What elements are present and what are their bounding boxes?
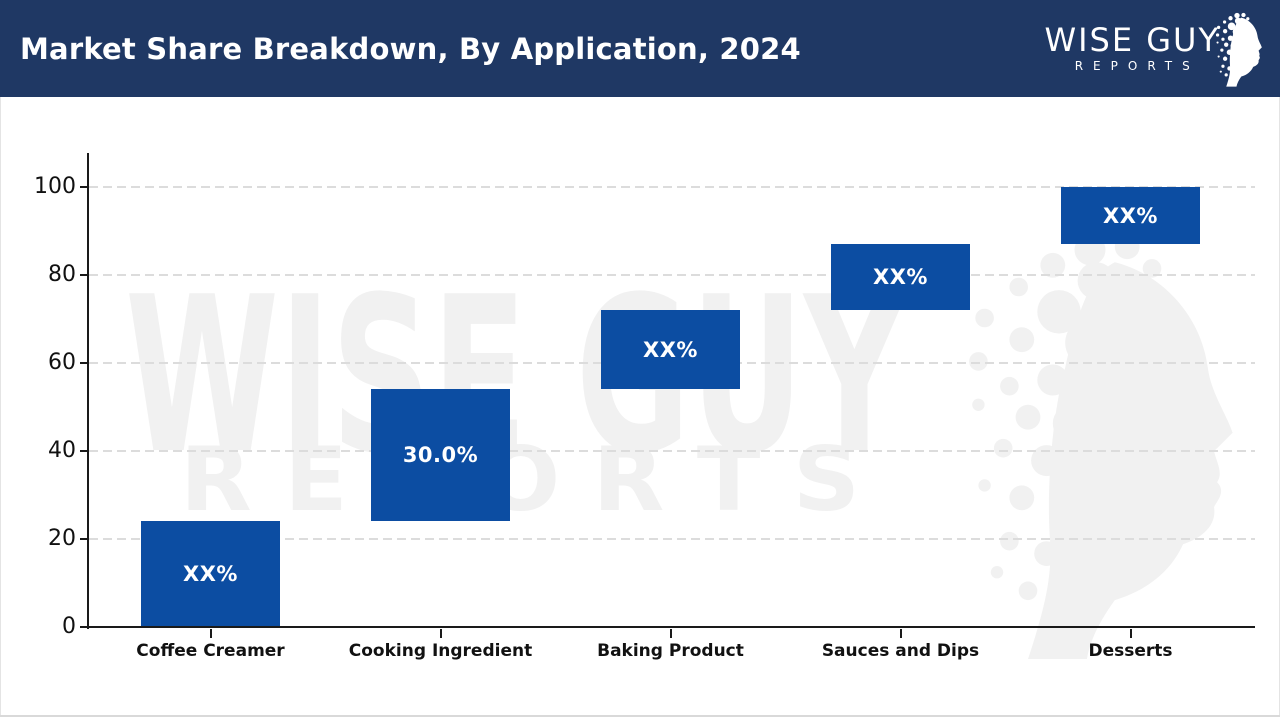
x-category-label: Baking Product	[597, 641, 744, 661]
watermark-layer: WISE GUY R E P O R T S	[0, 97, 1280, 717]
y-tick-label: 20	[48, 525, 76, 551]
y-tick	[80, 625, 89, 628]
x-tick	[439, 628, 442, 638]
y-tick-label: 0	[62, 613, 76, 639]
header-bar: Market Share Breakdown, By Application, …	[0, 0, 1280, 97]
wise-guy-logo: WISE GUY REPORTS	[1044, 11, 1280, 87]
bar-baking-product: XX%	[601, 310, 740, 390]
bar-sauces-and-dips: XX%	[831, 244, 970, 311]
gridline	[89, 537, 1255, 540]
y-tick	[80, 361, 89, 364]
gridline	[89, 273, 1255, 276]
watermark-text: WISE GUY R E P O R T S	[125, 250, 907, 531]
bottom-hairline	[0, 715, 1280, 717]
page-title: Market Share Breakdown, By Application, …	[20, 31, 801, 66]
bar-value-label: XX%	[183, 561, 238, 586]
x-tick	[1129, 628, 1132, 638]
x-tick	[669, 628, 672, 638]
bar-desserts: XX%	[1061, 187, 1200, 245]
y-tick-label: 100	[34, 174, 76, 199]
logo-text: WISE GUY REPORTS	[1044, 20, 1220, 74]
bar-value-label: XX%	[873, 265, 928, 290]
watermark-line1: WISE GUY	[125, 250, 907, 501]
x-tick	[209, 628, 212, 638]
x-category-label: Cooking Ingredient	[348, 641, 533, 661]
bar-coffee-creamer: XX%	[141, 521, 280, 627]
logo-wordmark: WISE GUY	[1044, 20, 1220, 59]
y-tick-label: 60	[48, 349, 76, 375]
y-tick	[80, 449, 89, 452]
gridline	[89, 186, 1255, 188]
bar-value-label: XX%	[643, 337, 698, 362]
x-category-label: Coffee Creamer	[136, 641, 285, 661]
y-axis	[87, 153, 89, 629]
bar-value-label: 30.0%	[402, 443, 479, 468]
x-category-label: Desserts	[1088, 641, 1173, 661]
y-tick	[80, 273, 89, 276]
gridline	[89, 449, 1255, 452]
watermark-line2: R E P O R T S	[180, 428, 860, 531]
y-tick	[80, 186, 89, 188]
bar-cooking-ingredient: 30.0%	[371, 389, 510, 521]
y-tick-label: 40	[48, 437, 76, 463]
x-tick	[899, 628, 902, 638]
bar-value-label: XX%	[1103, 203, 1158, 228]
logo-subtitle: REPORTS	[1074, 59, 1200, 74]
y-tick	[80, 537, 89, 540]
x-category-label: Sauces and Dips	[821, 641, 980, 661]
x-axis	[87, 626, 1255, 628]
y-tick-label: 80	[48, 261, 76, 287]
